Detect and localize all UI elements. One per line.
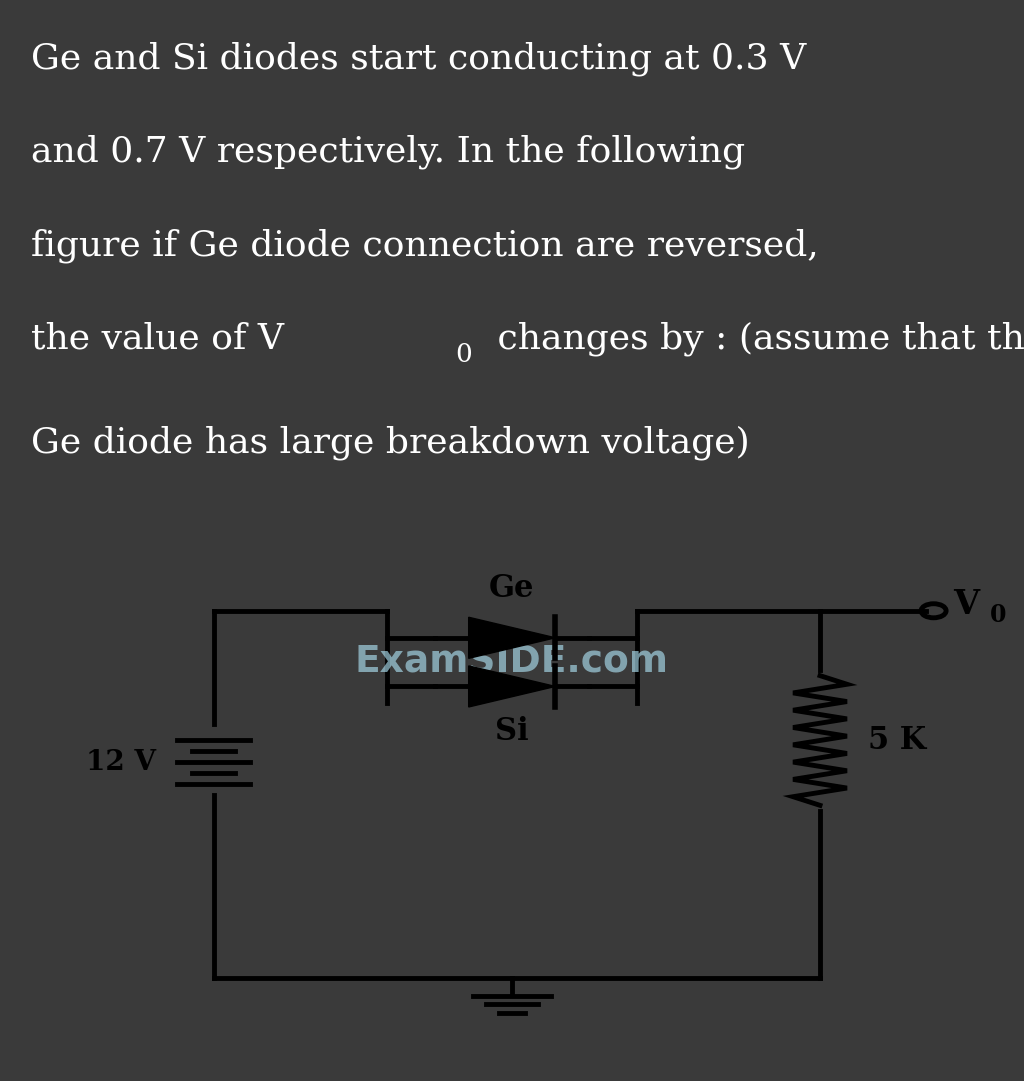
Text: ExamSIDE.com: ExamSIDE.com	[355, 644, 669, 680]
Text: Ge and Si diodes start conducting at 0.3 V: Ge and Si diodes start conducting at 0.3…	[31, 41, 806, 76]
Text: Si: Si	[496, 716, 528, 747]
Text: 12 V: 12 V	[86, 749, 156, 775]
Text: and 0.7 V respectively. In the following: and 0.7 V respectively. In the following	[31, 135, 744, 170]
Text: V: V	[953, 588, 979, 620]
Polygon shape	[469, 617, 555, 658]
Text: 5 K: 5 K	[868, 725, 927, 756]
Text: changes by : (assume that the: changes by : (assume that the	[486, 322, 1024, 357]
Text: Ge: Ge	[489, 573, 535, 604]
Text: Ge diode has large breakdown voltage): Ge diode has large breakdown voltage)	[31, 426, 750, 461]
Text: the value of V: the value of V	[31, 322, 284, 356]
Text: figure if Ge diode connection are reversed,: figure if Ge diode connection are revers…	[31, 228, 818, 263]
Polygon shape	[469, 666, 555, 707]
Text: 0: 0	[456, 343, 472, 368]
Text: 0: 0	[989, 603, 1006, 627]
